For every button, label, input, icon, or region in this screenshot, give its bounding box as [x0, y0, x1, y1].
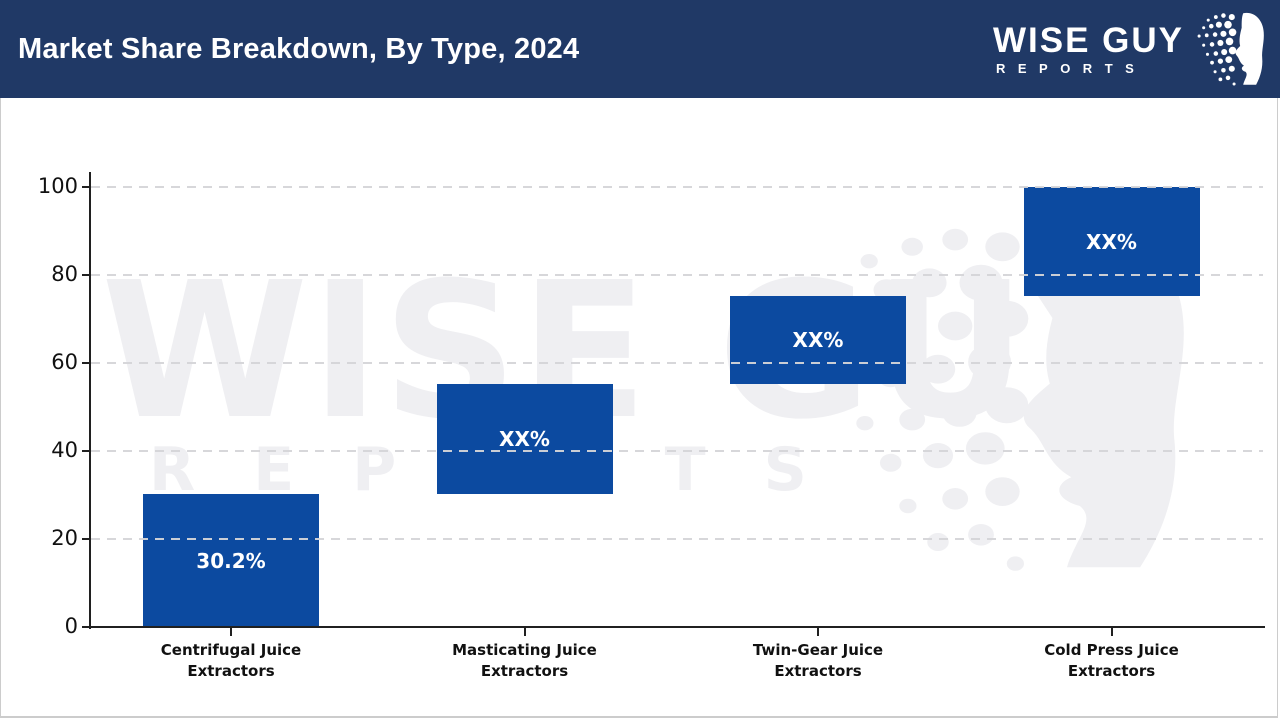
bar-value-label: XX%: [1086, 229, 1137, 254]
category-label: Cold Press Juice Extractors: [1044, 641, 1179, 680]
bar-segment: XX%: [730, 296, 906, 385]
gridline: [91, 274, 1263, 276]
y-tick: [82, 274, 91, 276]
category-label: Masticating Juice Extractors: [452, 641, 597, 680]
x-tick: [523, 627, 526, 636]
header-bar: Market Share Breakdown, By Type, 2024 WI…: [0, 0, 1280, 98]
logo-wordmark: WISE GUY: [992, 21, 1184, 60]
gridline: [91, 186, 1263, 188]
bar-segment: XX%: [1023, 187, 1200, 297]
x-tick: [817, 627, 819, 636]
logo-text: WISE GUY REPORTS: [993, 23, 1184, 75]
bar-segment: XX%: [436, 384, 613, 495]
wiseguy-head-icon: [1190, 8, 1266, 90]
y-tick: [82, 450, 91, 452]
category-label: Twin-Gear Juice Extractors: [752, 641, 884, 680]
wiseguy-logo: WISE GUY REPORTS: [993, 0, 1280, 98]
gridline: [91, 450, 1263, 452]
bar-segment: 30.2%: [143, 494, 319, 627]
chart-area: WISE GUY REPORTS 02040608010030.2%Centri…: [0, 98, 1278, 718]
x-tick: [230, 627, 232, 636]
y-tick: [82, 538, 91, 540]
gridline: [91, 538, 1263, 540]
y-tick-label: 60: [51, 350, 78, 374]
x-tick: [1110, 627, 1113, 636]
chart-title: Market Share Breakdown, By Type, 2024: [18, 32, 580, 65]
y-tick-label: 20: [51, 526, 78, 550]
bar-value-label: XX%: [499, 427, 550, 452]
y-tick-label: 40: [51, 438, 78, 462]
category-label: Centrifugal Juice Extractors: [160, 641, 302, 680]
y-tick-label: 80: [51, 262, 78, 286]
y-tick-label: 0: [64, 614, 78, 638]
y-tick-label: 100: [37, 174, 78, 198]
bar-value-label: 30.2%: [196, 548, 266, 573]
y-tick: [82, 362, 91, 364]
gridline: [91, 362, 1263, 364]
x-axis: [89, 626, 1265, 628]
logo-subtext: REPORTS: [995, 61, 1147, 76]
plot: 0 20 40 60 80 100 30.2% Centrifugal Juice Extra…: [1, 98, 1277, 716]
y-tick: [82, 186, 91, 188]
y-tick: [82, 626, 91, 628]
y-axis: [89, 172, 91, 629]
bar-value-label: XX%: [792, 328, 844, 353]
